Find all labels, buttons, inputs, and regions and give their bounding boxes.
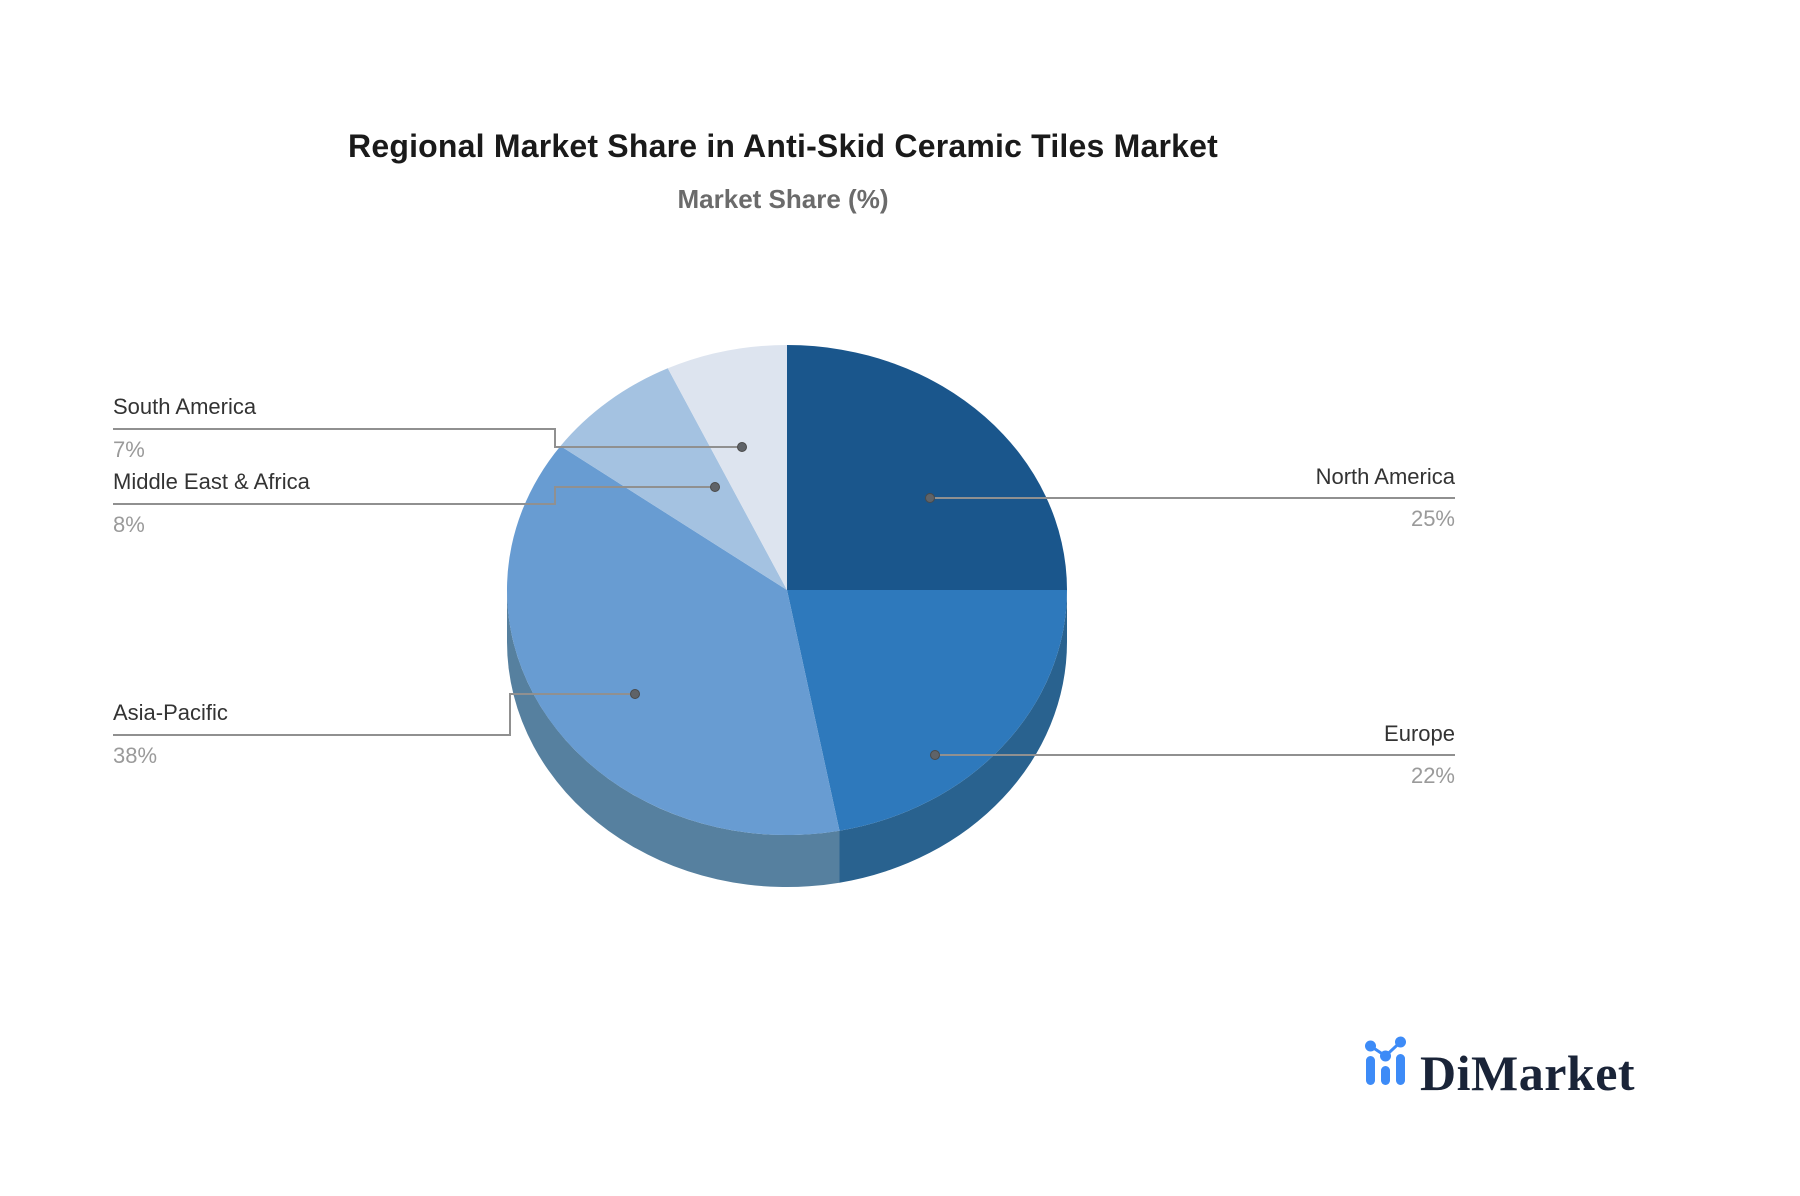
leader-line-south-america — [113, 428, 742, 448]
pie-slice-south-america[interactable] — [667, 345, 787, 590]
pie-slice-middle-east-africa[interactable] — [560, 368, 788, 590]
slice-label-middle-east-africa: Middle East & Africa — [113, 469, 310, 494]
pie-slice-north-america[interactable] — [787, 345, 1067, 590]
slice-pct-south-america: 7% — [113, 437, 145, 462]
slice-label-asia-pacific: Asia-Pacific — [113, 700, 228, 725]
pie-slices — [506, 345, 1067, 836]
slice-pct-north-america: 25% — [1410, 506, 1455, 531]
slice-pct-europe: 22% — [1410, 763, 1455, 788]
pie-slice-side-europe — [839, 590, 1067, 883]
slice-pct-middle-east-africa: 8% — [113, 512, 145, 537]
pie-slice-europe[interactable] — [787, 590, 1067, 831]
dimarket-logo-text: DiMarket — [1420, 1045, 1636, 1101]
leader-line-middle-east-africa — [113, 486, 715, 505]
slice-label-europe: Europe — [1384, 721, 1455, 746]
leader-lines — [113, 428, 1455, 760]
leader-dot-asia-pacific — [630, 689, 640, 699]
leader-dot-south-america — [737, 442, 747, 452]
slice-label-south-america: South America — [113, 394, 257, 419]
slice-pct-asia-pacific: 38% — [113, 743, 158, 768]
slice-label-north-america: North America — [1315, 464, 1455, 489]
chart-title: Regional Market Share in Anti-Skid Ceram… — [348, 128, 1218, 164]
leader-dot-north-america — [925, 493, 935, 503]
dimarket-logo: DiMarket — [1355, 1028, 1695, 1118]
leader-line-asia-pacific — [113, 693, 635, 736]
pie-depth-walls — [507, 590, 1067, 888]
leader-dot-europe — [930, 750, 940, 760]
pie-slice-side-asia-pacific — [507, 590, 840, 888]
pie-slice-asia-pacific[interactable] — [506, 446, 840, 836]
dimarket-logo-icon — [1365, 1036, 1406, 1085]
leader-dot-middle-east-africa — [710, 482, 720, 492]
chart-subtitle: Market Share (%) — [677, 184, 889, 214]
